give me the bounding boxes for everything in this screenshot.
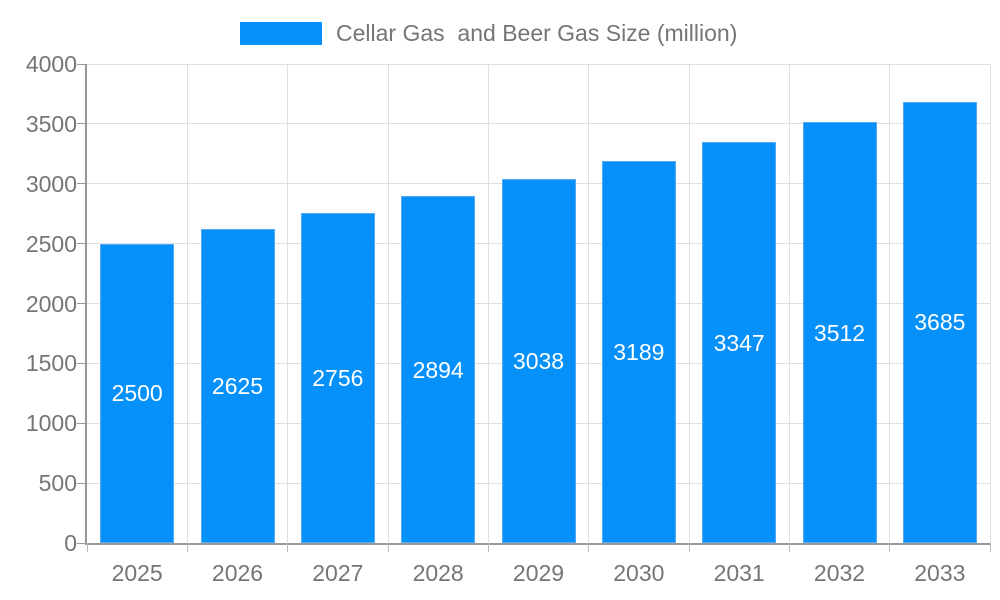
x-tick-mark	[86, 543, 88, 552]
gridline-v	[688, 64, 690, 543]
y-axis-line	[85, 64, 87, 543]
x-tick-mark	[889, 543, 891, 552]
bar-value-label: 3512	[813, 319, 866, 346]
x-tick-label: 2031	[713, 560, 765, 586]
y-tick-mark	[77, 303, 85, 304]
bar	[501, 179, 576, 543]
x-tick-mark	[788, 543, 790, 552]
bar	[702, 142, 777, 543]
x-tick-mark	[688, 543, 690, 552]
gridline-h	[87, 63, 990, 65]
x-axis-line	[85, 543, 990, 545]
x-tick-mark	[487, 543, 489, 552]
y-tick-label: 2000	[25, 290, 77, 317]
bar	[401, 196, 476, 543]
bar-value-label: 3347	[713, 329, 765, 356]
bar-value-label: 2756	[312, 364, 364, 391]
bar	[902, 101, 977, 543]
x-tick-mark	[186, 543, 188, 552]
x-tick-mark	[287, 543, 289, 552]
y-tick-label: 0	[64, 530, 77, 556]
bar	[601, 161, 676, 543]
bar-value-label: 3685	[914, 309, 966, 336]
y-tick-mark	[77, 123, 85, 125]
gridline-v	[387, 64, 389, 543]
x-tick-mark	[989, 543, 991, 552]
bar-value-label: 2500	[111, 380, 163, 407]
y-tick-mark	[77, 482, 85, 484]
x-tick-label: 2033	[914, 560, 966, 586]
x-tick-label: 2032	[813, 560, 866, 586]
legend-label: Cellar Gas and Beer Gas Size (million)	[336, 20, 738, 46]
y-tick-mark	[77, 63, 85, 65]
bar-value-label: 2625	[211, 372, 264, 399]
y-tick-mark	[77, 362, 85, 364]
gridline-v	[287, 64, 289, 543]
y-tick-mark	[77, 422, 85, 424]
y-tick-mark	[77, 542, 85, 544]
gridline-v	[487, 64, 489, 543]
x-tick-label: 2026	[211, 560, 264, 586]
legend: Cellar Gas and Beer Gas Size (million)	[240, 20, 737, 46]
y-tick-label: 1500	[25, 350, 77, 377]
y-tick-label: 500	[38, 470, 77, 497]
y-tick-label: 1000	[25, 410, 77, 437]
y-tick-label: 3000	[25, 170, 77, 197]
bar-value-label: 2894	[412, 356, 464, 383]
y-tick-label: 3500	[25, 110, 77, 137]
bar	[300, 212, 375, 543]
gridline-v	[588, 64, 590, 543]
x-tick-label: 2029	[512, 560, 565, 586]
bar-value-label: 3038	[512, 348, 565, 375]
x-tick-label: 2030	[613, 560, 665, 586]
gridline-h	[87, 123, 990, 125]
gridline-v	[989, 64, 991, 543]
plot-area: 2500 2625 2756 2894 3038 3189 3347 3512 3685	[85, 63, 991, 545]
bar	[802, 122, 877, 543]
y-tick-label: 4000	[25, 51, 77, 77]
x-tick-mark	[588, 543, 590, 552]
y-tick-label: 2500	[25, 230, 77, 257]
x-tick-label: 2027	[312, 560, 364, 586]
x-tick-label: 2025	[111, 560, 163, 586]
bar-value-label: 3189	[613, 339, 665, 366]
gridline-v	[186, 64, 188, 543]
bar	[200, 228, 275, 543]
x-tick-label: 2028	[412, 560, 464, 586]
gridline-v	[889, 64, 891, 543]
y-tick-mark	[77, 183, 85, 185]
y-tick-mark	[77, 243, 85, 245]
legend-swatch	[240, 21, 322, 45]
x-tick-mark	[387, 543, 389, 552]
gridline-v	[788, 64, 790, 543]
bar	[100, 243, 175, 543]
